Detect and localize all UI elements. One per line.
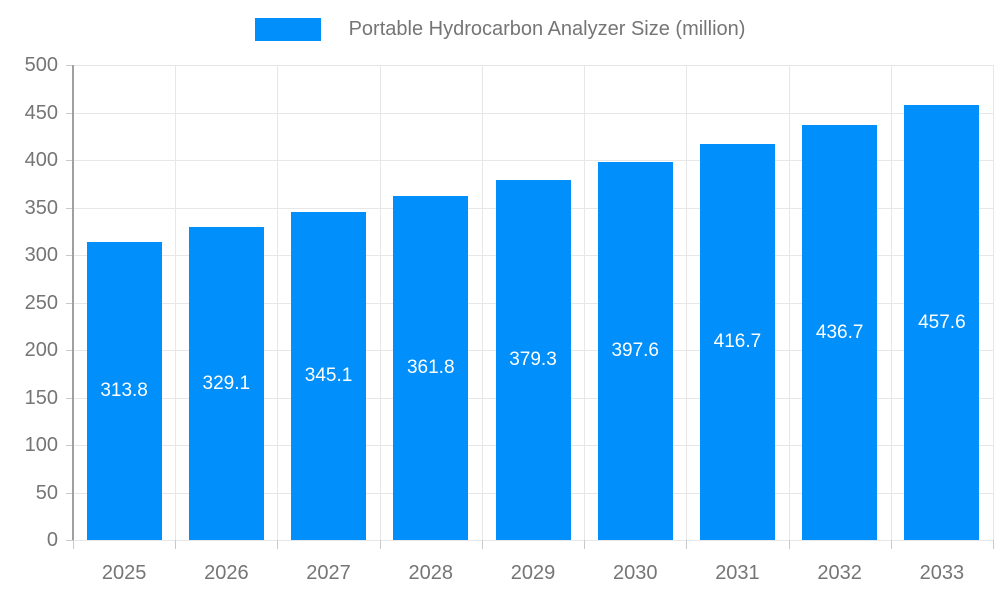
bar-value-label: 329.1 xyxy=(202,372,251,394)
y-axis-label: 0 xyxy=(46,529,58,551)
y-axis-tick xyxy=(66,65,73,66)
bar-2032[interactable] xyxy=(802,125,878,540)
bar-2033[interactable] xyxy=(904,105,980,540)
x-gridline xyxy=(686,65,688,540)
x-gridline xyxy=(481,65,483,540)
legend-swatch-icon[interactable] xyxy=(254,18,321,41)
bar-value-label: 397.6 xyxy=(611,340,659,362)
x-axis-label: 2030 xyxy=(612,562,658,584)
bar-2026[interactable] xyxy=(188,227,264,540)
y-gridline xyxy=(73,112,993,114)
y-axis-label: 200 xyxy=(24,339,58,361)
y-axis-tick xyxy=(66,302,73,304)
x-axis-label: 2028 xyxy=(408,562,454,584)
bar-value-label: 345.1 xyxy=(304,365,353,387)
y-gridline xyxy=(73,160,993,161)
x-axis-label: 2029 xyxy=(510,562,556,584)
x-axis-label: 2031 xyxy=(715,562,760,584)
x-axis-label: 2026 xyxy=(204,562,249,584)
x-axis-tick xyxy=(277,540,279,549)
x-axis-tick xyxy=(993,540,994,549)
bar-value-label: 313.8 xyxy=(100,379,148,401)
x-gridline xyxy=(584,65,586,540)
y-axis-tick xyxy=(66,160,73,161)
x-axis-tick xyxy=(584,540,586,549)
y-axis-tick xyxy=(66,255,73,256)
x-axis-tick xyxy=(686,540,688,549)
x-axis-tick xyxy=(73,540,74,549)
x-axis-label: 2033 xyxy=(919,562,965,584)
bar-2029[interactable] xyxy=(495,179,571,540)
y-axis-label: 300 xyxy=(24,244,58,266)
y-axis-label: 450 xyxy=(24,101,58,124)
x-axis-tick xyxy=(890,540,892,549)
bar-value-label: 416.7 xyxy=(713,331,762,353)
y-axis-tick xyxy=(66,492,73,494)
bar-2025[interactable] xyxy=(86,241,162,540)
bar-value-label: 361.8 xyxy=(406,357,455,379)
y-axis-line xyxy=(72,65,74,540)
y-axis-label: 500 xyxy=(24,54,58,76)
y-axis-label: 400 xyxy=(24,149,58,171)
y-axis-label: 250 xyxy=(24,291,58,314)
x-axis-tick xyxy=(379,540,381,549)
bar-value-label: 379.3 xyxy=(509,348,557,370)
x-gridline xyxy=(788,65,790,540)
x-axis-label: 2032 xyxy=(817,562,862,584)
x-gridline xyxy=(175,65,177,540)
bar-value-label: 457.6 xyxy=(918,311,966,333)
chart-legend[interactable]: Portable Hydrocarbon Analyzer Size (mill… xyxy=(0,18,1000,41)
y-axis-label: 100 xyxy=(24,434,58,456)
bar-2031[interactable] xyxy=(699,144,775,540)
x-axis-label: 2025 xyxy=(101,562,147,584)
bar-2027[interactable] xyxy=(291,212,367,540)
x-axis-tick xyxy=(481,540,483,549)
y-gridline xyxy=(73,65,993,66)
y-axis-label: 150 xyxy=(24,386,58,409)
bar-2030[interactable] xyxy=(597,162,673,540)
y-axis-tick xyxy=(66,397,73,399)
x-gridline xyxy=(890,65,892,540)
x-axis-label: 2027 xyxy=(306,562,351,584)
y-axis-tick xyxy=(66,207,73,209)
y-axis-label: 350 xyxy=(24,196,58,219)
bar-2028[interactable] xyxy=(393,196,469,540)
bar-value-label: 436.7 xyxy=(815,321,864,343)
x-axis-tick xyxy=(788,540,790,549)
y-axis-tick xyxy=(66,350,73,351)
y-axis-tick xyxy=(66,540,73,541)
y-gridline xyxy=(73,540,993,541)
x-axis-tick xyxy=(175,540,177,549)
y-axis-label: 50 xyxy=(35,481,58,504)
x-gridline xyxy=(379,65,381,540)
y-axis-tick xyxy=(66,112,73,114)
legend-label: Portable Hydrocarbon Analyzer Size (mill… xyxy=(348,18,746,40)
x-gridline xyxy=(277,65,279,540)
x-gridline xyxy=(993,65,994,540)
y-axis-tick xyxy=(66,445,73,446)
